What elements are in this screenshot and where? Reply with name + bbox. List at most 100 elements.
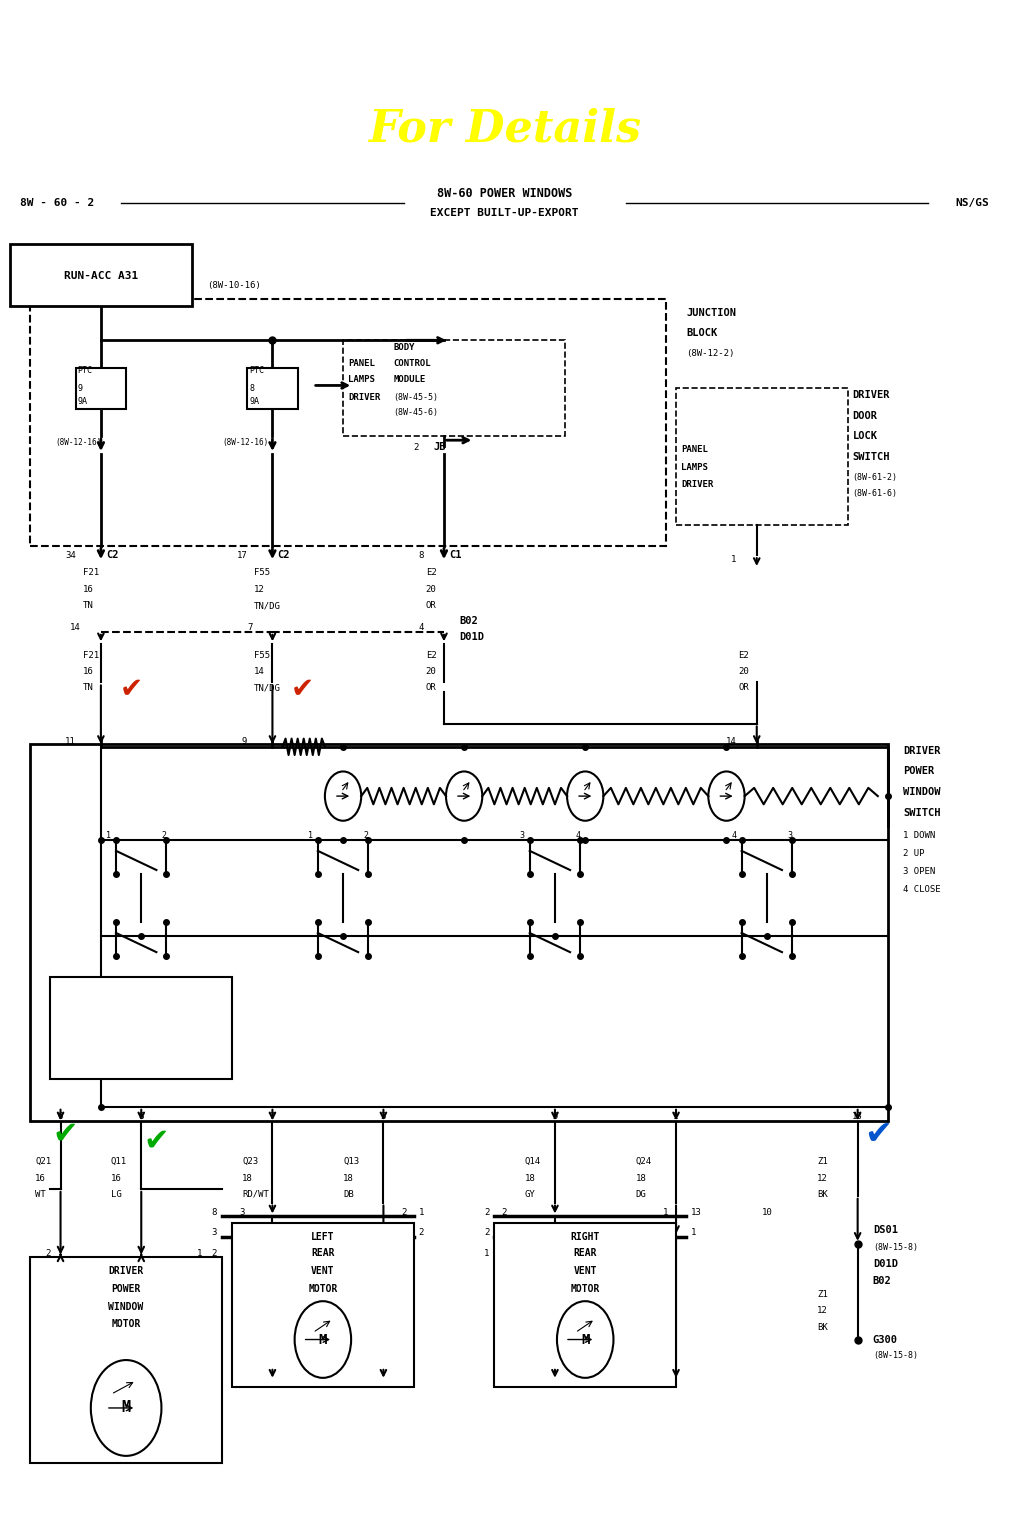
Text: 11: 11: [65, 737, 76, 746]
Text: LOCK: LOCK: [853, 431, 878, 441]
Bar: [30, 300, 666, 546]
Text: Q24: Q24: [636, 1157, 652, 1166]
Text: 16: 16: [35, 1173, 46, 1183]
Text: ✔: ✔: [52, 1120, 79, 1149]
Text: 3: 3: [787, 832, 792, 840]
Text: JUNCTION: JUNCTION: [686, 308, 737, 318]
Text: 8: 8: [138, 1112, 144, 1121]
Text: 18: 18: [242, 1173, 253, 1183]
Text: E2: E2: [426, 651, 437, 660]
Text: DS01: DS01: [873, 1224, 898, 1235]
Text: 16: 16: [83, 667, 94, 677]
Text: 20: 20: [426, 584, 437, 594]
Text: 1: 1: [691, 1229, 696, 1237]
Text: 13: 13: [691, 1207, 702, 1217]
Text: For Details: For Details: [368, 108, 641, 151]
Text: (8W-12-16): (8W-12-16): [55, 438, 102, 448]
Text: Q14: Q14: [525, 1157, 541, 1166]
Text: D01D: D01D: [459, 632, 484, 643]
Text: ✔: ✔: [119, 675, 143, 703]
Text: SWITCH: SWITCH: [903, 807, 940, 818]
Text: 3 OPEN: 3 OPEN: [903, 867, 935, 875]
Text: 2: 2: [45, 1249, 50, 1258]
Text: BODY: BODY: [394, 343, 415, 352]
Text: 2: 2: [414, 443, 419, 452]
Text: 13: 13: [853, 1112, 863, 1121]
Text: 1: 1: [419, 1207, 424, 1217]
Text: Z1: Z1: [817, 1157, 828, 1166]
Text: OR: OR: [426, 601, 437, 611]
Text: WT: WT: [35, 1190, 46, 1200]
Text: ✔: ✔: [864, 1118, 892, 1150]
Bar: [10, 245, 192, 306]
Text: BK: BK: [817, 1190, 828, 1200]
Text: B02: B02: [459, 615, 478, 626]
Text: LAMPS: LAMPS: [348, 375, 375, 384]
Text: F55: F55: [254, 651, 270, 660]
Text: 12: 12: [817, 1306, 828, 1315]
Text: 17: 17: [236, 551, 247, 560]
Text: MODULE: MODULE: [394, 375, 426, 384]
Text: POWER: POWER: [903, 766, 934, 777]
Text: 3: 3: [212, 1229, 217, 1237]
Text: Q11: Q11: [111, 1157, 127, 1166]
Text: 8W-60 POWER WINDOWS: 8W-60 POWER WINDOWS: [437, 188, 572, 200]
Text: 2: 2: [401, 1207, 407, 1217]
Text: 3: 3: [239, 1207, 245, 1217]
Text: 4: 4: [575, 832, 580, 840]
Text: REAR: REAR: [573, 1249, 597, 1258]
Text: 10: 10: [762, 1207, 773, 1217]
Text: PTC: PTC: [78, 366, 93, 375]
Text: DRIVER: DRIVER: [681, 480, 713, 489]
Text: 2: 2: [484, 1229, 489, 1237]
Text: ✔: ✔: [143, 1126, 170, 1155]
Text: 3: 3: [380, 1112, 386, 1121]
Text: (8W-12-2): (8W-12-2): [686, 349, 735, 358]
Bar: [76, 368, 126, 409]
Text: 2: 2: [419, 1229, 424, 1237]
Text: 1: 1: [197, 1249, 202, 1258]
Text: M: M: [581, 1332, 589, 1347]
Text: 2: 2: [484, 1207, 489, 1217]
Text: VENT: VENT: [573, 1266, 597, 1277]
Text: OR: OR: [739, 683, 750, 692]
Text: TN: TN: [83, 683, 94, 692]
Text: F21: F21: [83, 569, 99, 577]
Text: ✔: ✔: [291, 675, 315, 703]
Text: POWER: POWER: [111, 1284, 141, 1293]
Text: 8: 8: [419, 551, 424, 560]
Text: 4: 4: [419, 623, 424, 632]
Text: C2: C2: [277, 551, 290, 560]
Text: DOOR: DOOR: [853, 411, 878, 420]
Text: WINDOW: WINDOW: [903, 787, 940, 797]
Text: TN: TN: [83, 601, 94, 611]
Text: DB: DB: [343, 1190, 354, 1200]
Text: DG: DG: [636, 1190, 647, 1200]
Text: TAP HERE: TAP HERE: [452, 43, 557, 60]
Text: GY: GY: [525, 1190, 536, 1200]
Text: 3: 3: [520, 832, 525, 840]
Text: 20: 20: [739, 667, 750, 677]
Text: 34: 34: [65, 551, 76, 560]
Text: 9: 9: [242, 737, 247, 746]
Text: (8W-15-8): (8W-15-8): [873, 1352, 918, 1361]
Text: 2 UP: 2 UP: [903, 849, 924, 858]
Bar: [494, 1223, 676, 1387]
Text: PANEL: PANEL: [348, 358, 375, 368]
Bar: [343, 340, 565, 437]
Text: 1: 1: [484, 1249, 489, 1258]
Text: Z1: Z1: [817, 1290, 828, 1300]
Text: (8W-61-2): (8W-61-2): [853, 472, 898, 481]
Text: 18: 18: [525, 1173, 536, 1183]
Text: LAMPS: LAMPS: [681, 463, 708, 472]
Text: MOTOR: MOTOR: [308, 1284, 338, 1293]
Text: 14: 14: [254, 667, 265, 677]
Bar: [247, 368, 298, 409]
Text: E2: E2: [739, 651, 750, 660]
Text: 2: 2: [212, 1249, 217, 1258]
Bar: [50, 977, 232, 1080]
Text: BLOCK: BLOCK: [686, 329, 717, 338]
Text: 1 DOWN: 1 DOWN: [903, 832, 935, 840]
Text: (8W-15-8): (8W-15-8): [873, 1243, 918, 1252]
Text: 14: 14: [70, 623, 81, 632]
